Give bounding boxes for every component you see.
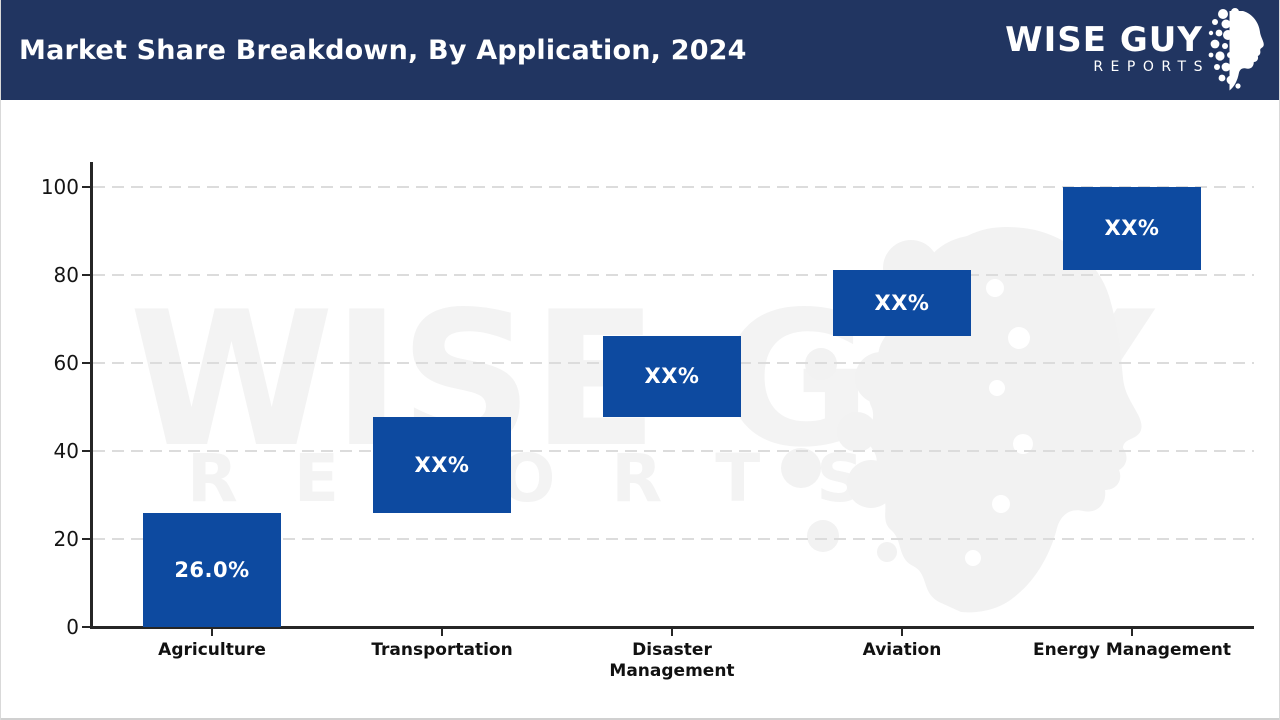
page-title: Market Share Breakdown, By Application, … — [19, 34, 747, 66]
bar-aviation: XX% — [833, 269, 971, 336]
y-tick-mark — [82, 538, 90, 540]
y-tick-label: 40 — [53, 439, 79, 463]
bar-value-label: XX% — [414, 452, 470, 477]
x-axis-label-transportation: Transportation — [327, 640, 557, 661]
x-axis-label-line: Transportation — [371, 640, 513, 660]
gridline-100 — [93, 186, 1254, 188]
watermark-reports-text: REPORTS — [187, 440, 920, 517]
y-tick-mark — [82, 450, 90, 452]
brand-subname: REPORTS — [1093, 59, 1210, 75]
x-axis-line — [90, 626, 1254, 629]
brand-logo-text: WISE GUY REPORTS — [1005, 22, 1203, 76]
gridline-40 — [93, 450, 1254, 452]
gridline-80 — [93, 274, 1254, 276]
brand-logo: WISE GUY REPORTS — [1005, 6, 1265, 92]
bar-value-label: 26.0% — [174, 557, 250, 582]
x-axis-label-disaster-management: Disaster Management — [557, 640, 787, 682]
x-axis-label-line: Management — [609, 661, 735, 681]
y-tick-label: 0 — [66, 615, 79, 639]
x-axis-label-agriculture: Agriculture — [97, 640, 327, 661]
y-axis-spine — [90, 162, 93, 628]
y-tick-label: 80 — [53, 263, 79, 287]
x-tick-mark — [901, 628, 903, 636]
bar-agriculture: 26.0% — [143, 512, 281, 627]
y-tick-mark — [82, 186, 90, 188]
y-tick-label: 100 — [40, 175, 79, 199]
x-tick-mark — [1131, 628, 1133, 636]
x-axis-label-line: Aviation — [862, 640, 942, 660]
y-tick-mark — [82, 362, 90, 364]
bar-energy-management: XX% — [1063, 187, 1201, 270]
x-axis-label-line: Energy Management — [1033, 640, 1231, 660]
x-tick-mark — [671, 628, 673, 636]
y-tick-mark — [82, 274, 90, 276]
bar-value-label: XX% — [874, 290, 930, 315]
gridline-20 — [93, 538, 1254, 540]
x-axis-label-aviation: Aviation — [787, 640, 1017, 661]
header-bar: Market Share Breakdown, By Application, … — [1, 0, 1279, 100]
brand-name: WISE GUY — [1005, 20, 1203, 60]
x-tick-mark — [211, 628, 213, 636]
y-tick-label: 20 — [53, 527, 79, 551]
x-axis-label-line: Agriculture — [158, 640, 266, 660]
bar-value-label: XX% — [1104, 216, 1160, 241]
brand-head-icon — [1208, 8, 1264, 91]
bar-transportation: XX% — [373, 417, 511, 513]
y-tick-mark — [82, 626, 90, 628]
x-tick-mark — [441, 628, 443, 636]
bar-value-label: XX% — [644, 364, 700, 389]
x-axis-label-energy-management: Energy Management — [1017, 640, 1247, 661]
x-axis-label-line: Disaster — [632, 640, 712, 660]
y-tick-label: 60 — [53, 351, 79, 375]
bar-disaster-management: XX% — [603, 335, 741, 418]
bottom-border — [1, 718, 1279, 720]
